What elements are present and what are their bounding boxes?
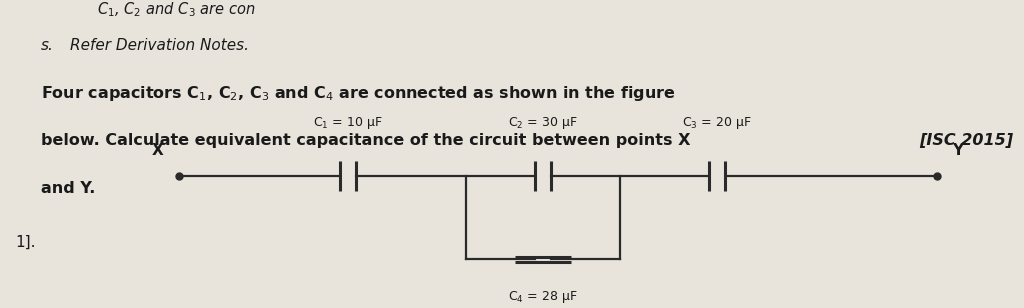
Text: s.: s. [41,38,54,53]
Text: 1].: 1]. [15,235,36,250]
Text: [ISC 2015]: [ISC 2015] [920,133,1014,148]
Text: C$_1$, C$_2$ and C$_3$ are con: C$_1$, C$_2$ and C$_3$ are con [97,0,256,19]
Text: Y: Y [952,143,964,158]
Text: Four capacitors C$_1$, C$_2$, C$_3$ and C$_4$ are connected as shown in the figu: Four capacitors C$_1$, C$_2$, C$_3$ and … [41,84,675,103]
Text: C$_1$ = 10 μF: C$_1$ = 10 μF [313,115,383,131]
Text: below. Calculate equivalent capacitance of the circuit between points X: below. Calculate equivalent capacitance … [41,133,690,148]
Text: X: X [153,143,164,158]
Text: C$_3$ = 20 μF: C$_3$ = 20 μF [682,115,752,131]
Text: C$_4$ = 28 μF: C$_4$ = 28 μF [508,290,578,306]
Text: and Y.: and Y. [41,181,95,196]
Text: C$_2$ = 30 μF: C$_2$ = 30 μF [508,115,578,131]
Text: Refer Derivation Notes.: Refer Derivation Notes. [70,38,249,53]
